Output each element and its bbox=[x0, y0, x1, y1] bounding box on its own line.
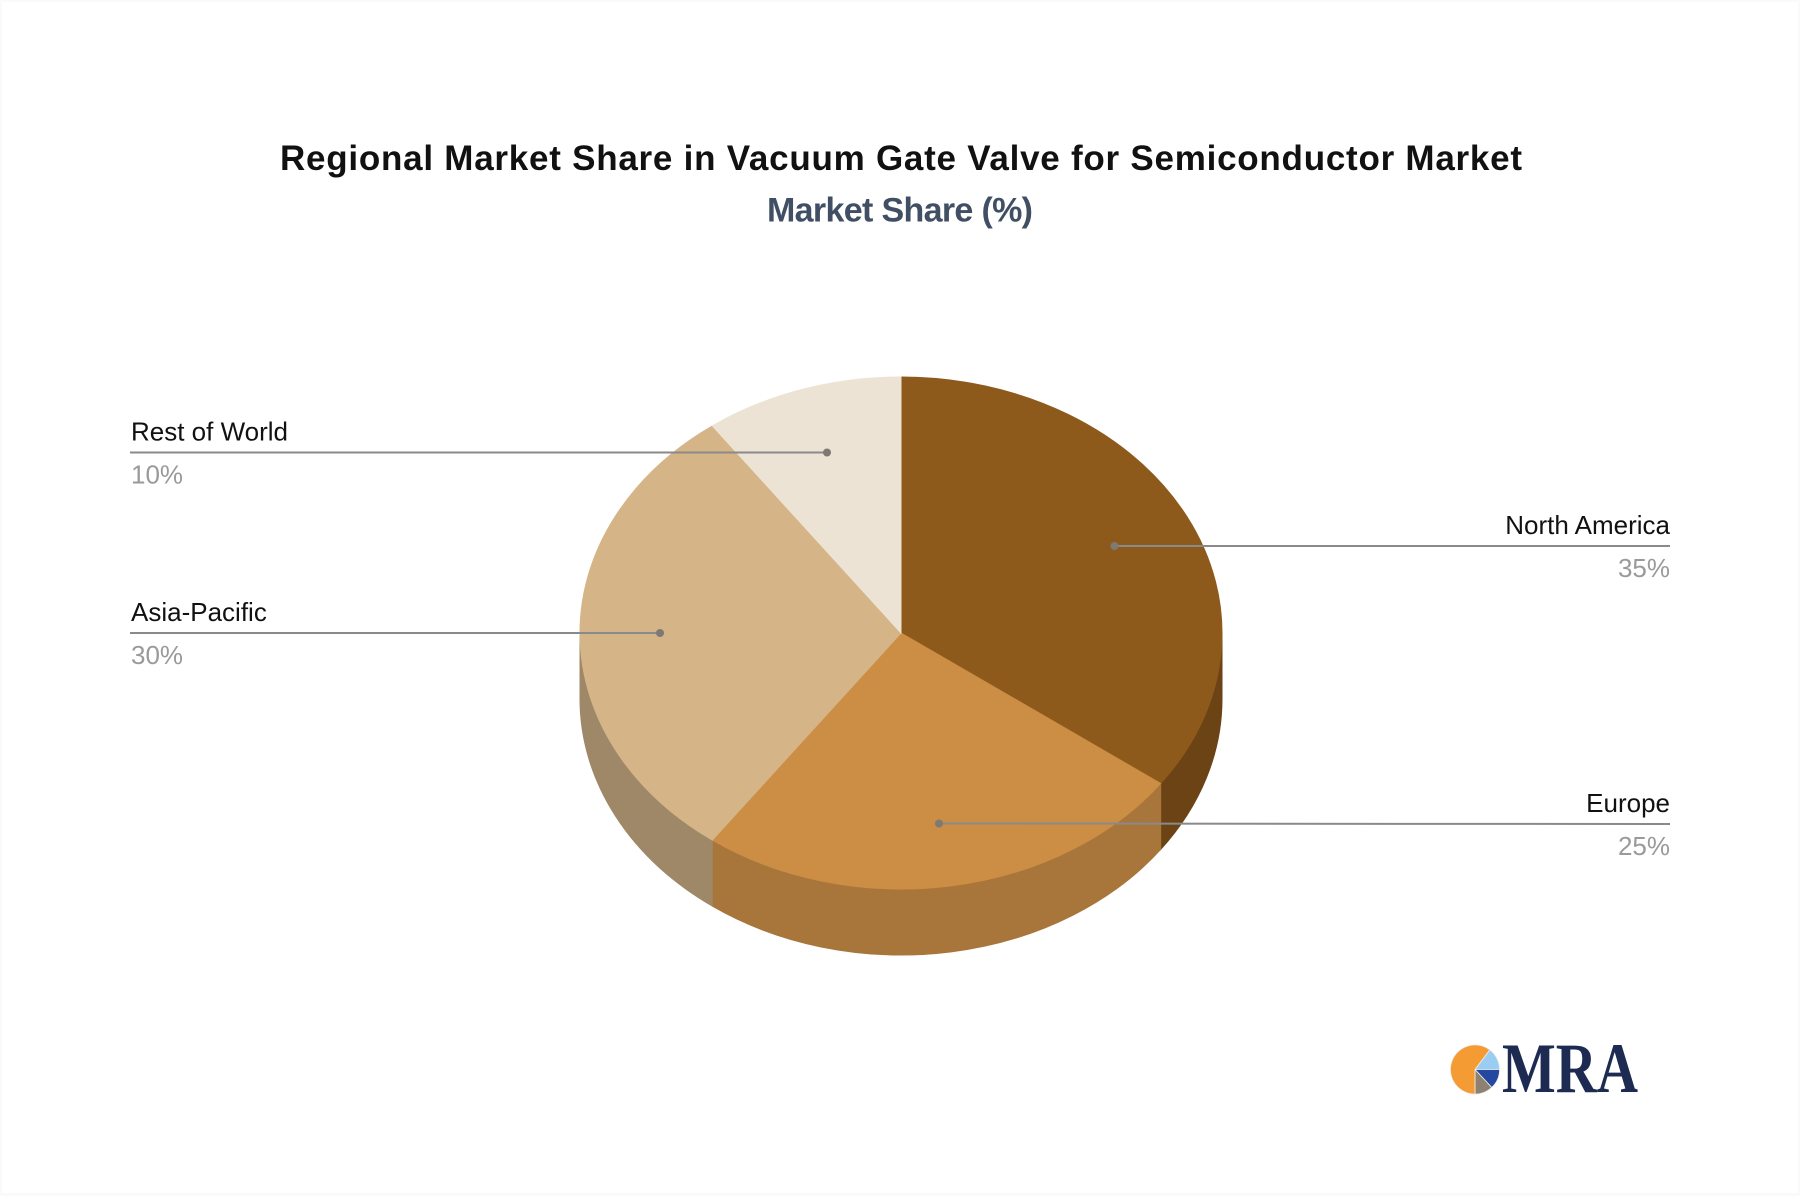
svg-text:Market Share (%): Market Share (%) bbox=[767, 192, 1033, 230]
svg-text:Regional Market Share in Vacuu: Regional Market Share in Vacuum Gate Val… bbox=[280, 139, 1522, 178]
svg-text:30%: 30% bbox=[131, 640, 183, 670]
svg-text:25%: 25% bbox=[1618, 831, 1670, 861]
svg-text:Rest of World: Rest of World bbox=[131, 417, 288, 447]
svg-text:Europe: Europe bbox=[1586, 788, 1670, 818]
svg-text:MRA: MRA bbox=[1502, 1030, 1638, 1108]
svg-text:10%: 10% bbox=[131, 460, 183, 490]
svg-text:North America: North America bbox=[1505, 510, 1670, 540]
svg-text:35%: 35% bbox=[1618, 553, 1670, 583]
svg-text:Asia-Pacific: Asia-Pacific bbox=[131, 597, 267, 627]
